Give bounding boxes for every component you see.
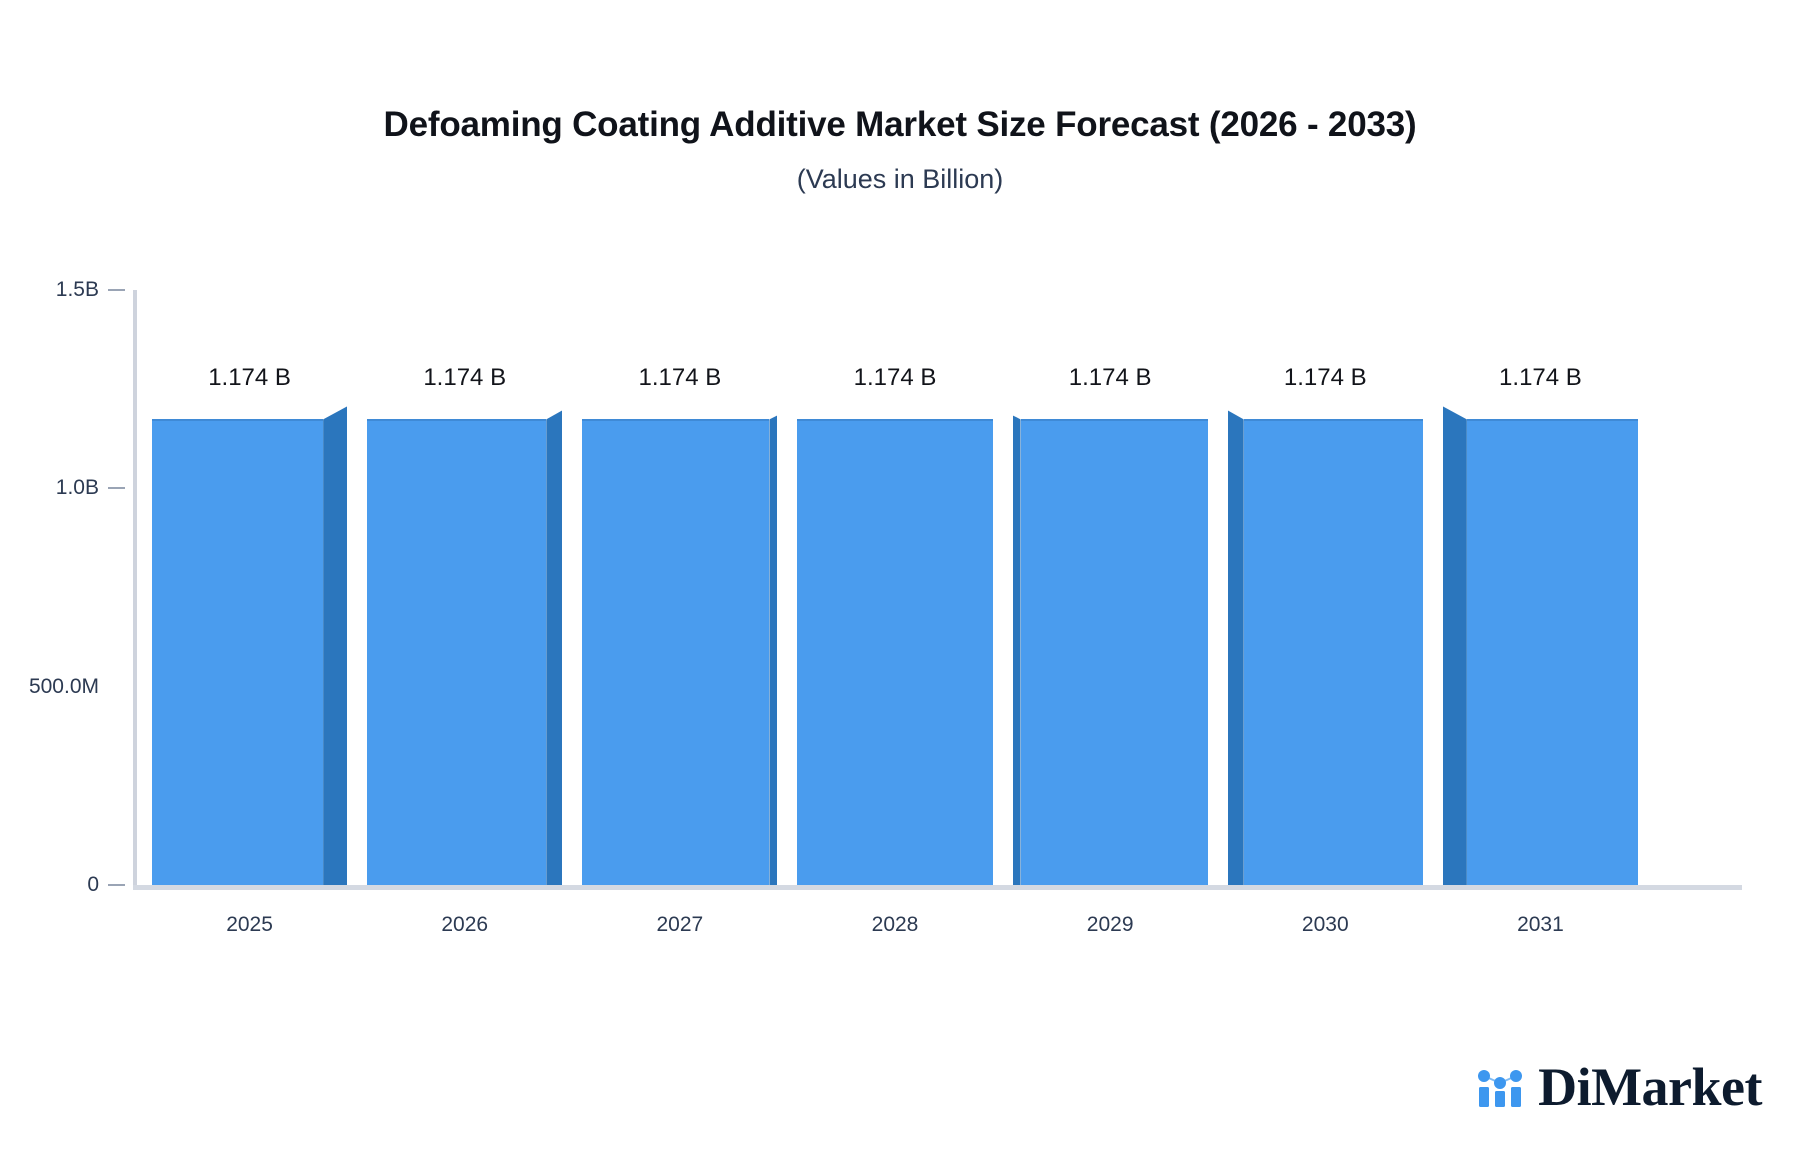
x-axis-category-label: 2031 xyxy=(1517,913,1564,936)
bar-front-face[interactable] xyxy=(1243,419,1423,885)
bar-value-label: 1.174 B xyxy=(1283,364,1367,392)
chart-subtitle: (Values in Billion) xyxy=(796,164,1004,194)
bar-value-label: 1.174 B xyxy=(208,364,291,392)
x-axis-category-label: 2027 xyxy=(656,913,704,936)
bar-value-label: 1.174 B xyxy=(853,364,937,392)
x-axis-category-label: 2028 xyxy=(871,913,919,936)
y-axis-tick-label: 1.5B xyxy=(55,278,99,301)
bar-group[interactable] xyxy=(1227,406,1423,885)
bar-side-face xyxy=(323,406,348,885)
bar-value-label: 1.174 B xyxy=(423,364,507,392)
y-axis-tick-mark xyxy=(108,487,125,490)
bar-chart-with-trendline-icon xyxy=(1478,1070,1523,1107)
bar-side-face xyxy=(1012,415,1021,885)
bar-side-face xyxy=(546,410,563,885)
y-axis-tick-label: 500.0M xyxy=(28,674,99,698)
bar-group[interactable] xyxy=(152,406,348,885)
bar-value-label: 1.174 B xyxy=(638,364,722,392)
bar-group[interactable] xyxy=(582,406,778,885)
x-axis-category-label: 2030 xyxy=(1301,913,1349,936)
bar-front-face[interactable] xyxy=(797,419,993,885)
bar-group[interactable] xyxy=(367,406,563,885)
x-axis-category-label: 2025 xyxy=(226,913,273,936)
bar-group[interactable] xyxy=(1012,406,1208,885)
y-axis-tick-mark xyxy=(108,289,125,291)
bar-group[interactable] xyxy=(1442,406,1638,885)
x-axis-baseline xyxy=(133,885,1742,890)
x-axis-category-label: 2026 xyxy=(441,913,489,936)
bar-side-face xyxy=(1227,410,1244,885)
bar-side-face xyxy=(1442,406,1467,885)
chart-title: Defoaming Coating Additive Market Size F… xyxy=(383,105,1417,144)
bar-front-face[interactable] xyxy=(152,419,324,885)
bar-front-face[interactable] xyxy=(1020,419,1208,885)
y-axis-tick-label: 0 xyxy=(87,873,99,896)
brand-logo: DiMarket xyxy=(1476,1060,1762,1114)
logo-wordmark: DiMarket xyxy=(1538,1057,1762,1117)
bar-value-label: 1.174 B xyxy=(1499,364,1582,392)
bar-value-label: 1.174 B xyxy=(1068,364,1152,392)
y-axis-tick-label: 1.0B xyxy=(55,476,99,500)
bar-front-face[interactable] xyxy=(1466,419,1638,885)
y-axis-line xyxy=(133,290,137,890)
bar-front-face[interactable] xyxy=(367,419,547,885)
title-block: Defoaming Coating Additive Market Size F… xyxy=(0,104,1800,195)
bar-group[interactable] xyxy=(797,406,993,885)
bar-front-face[interactable] xyxy=(582,419,770,885)
x-axis-category-label: 2029 xyxy=(1086,913,1134,936)
bar-side-face xyxy=(769,415,778,885)
y-axis-tick-mark xyxy=(108,884,125,886)
